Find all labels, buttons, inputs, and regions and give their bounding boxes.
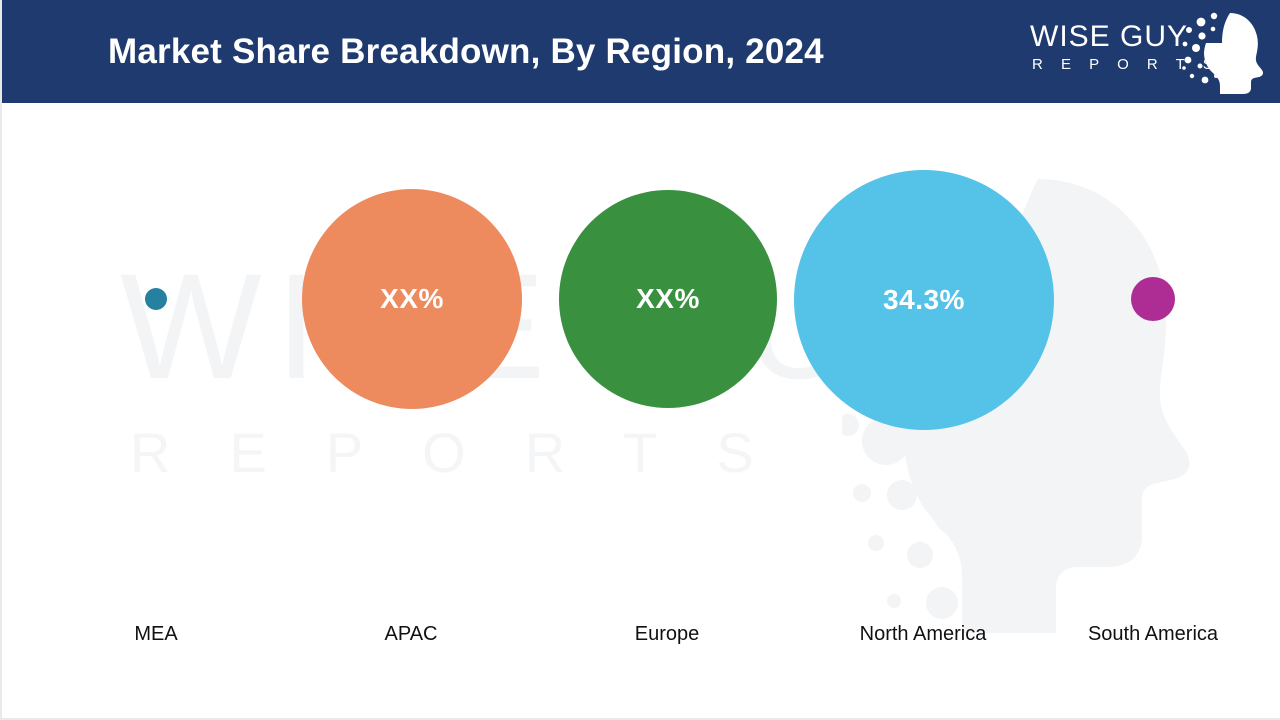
axis-label-europe: Europe [634, 623, 700, 645]
bubble-south-america[interactable] [1131, 277, 1175, 321]
page-title: Market Share Breakdown, By Region, 2024 [108, 32, 824, 71]
bubble-plot-area: XX% XX% 34.3% MEA APAC Europe North Amer… [2, 103, 1280, 718]
bubble-mea[interactable] [145, 288, 167, 310]
bubble-europe[interactable]: XX% [559, 190, 777, 408]
bubble-apac[interactable]: XX% [302, 189, 522, 409]
bubble-value-north-america: 34.3% [883, 284, 965, 315]
logo-subtitle: R E P O R T S [1032, 56, 1220, 73]
bubble-value-apac: XX% [380, 283, 444, 314]
bubble-value-europe: XX% [636, 283, 700, 314]
axis-label-south-america: South America [1087, 623, 1219, 645]
header-bar: Market Share Breakdown, By Region, 2024 … [2, 0, 1280, 103]
brand-logo[interactable]: WISE GUY R E P O R T S [1018, 6, 1268, 98]
axis-label-north-america: North America [859, 623, 987, 645]
axis-label-mea: MEA [134, 623, 178, 645]
logo-wordmark: WISE GUY [1030, 20, 1189, 53]
bubble-north-america[interactable]: 34.3% [794, 170, 1054, 430]
axis-label-apac: APAC [384, 623, 438, 645]
dotted-head-profile-icon [1182, 12, 1263, 94]
